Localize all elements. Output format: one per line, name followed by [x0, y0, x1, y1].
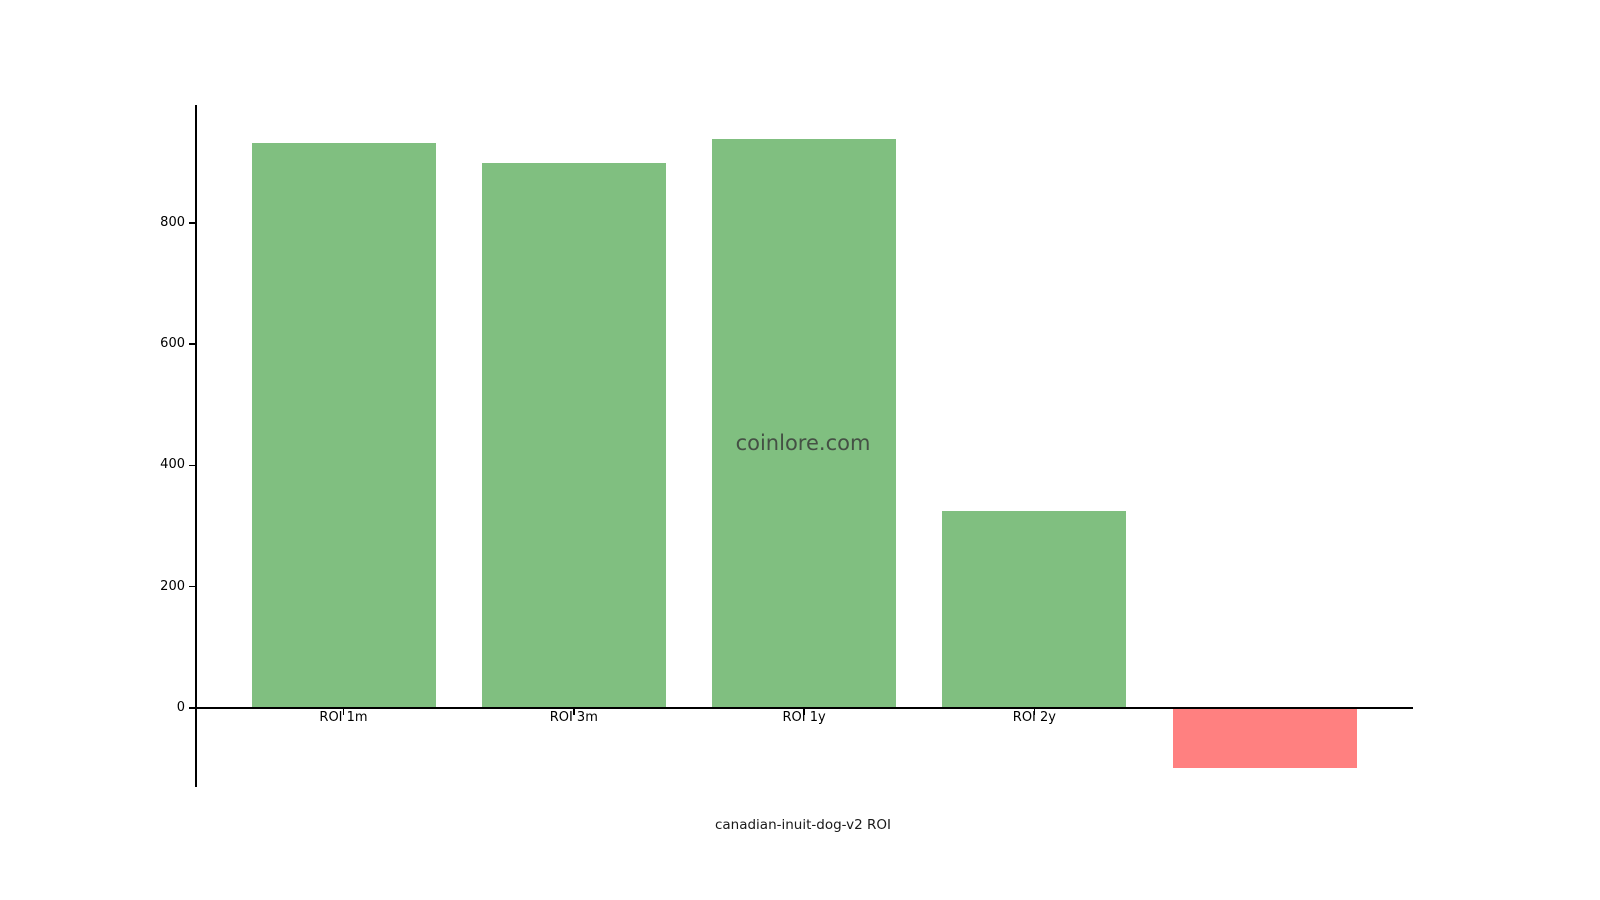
y-tick-label: 800 — [160, 214, 185, 230]
x-tick-label: ROI 1y — [782, 710, 826, 725]
y-tick-label: 400 — [160, 457, 185, 473]
x-tick-label: ROI 2y — [1012, 710, 1056, 725]
y-axis-line — [195, 105, 197, 787]
bar-roi-1m — [251, 142, 436, 708]
y-tick-mark — [189, 222, 196, 224]
x-tick-mark — [803, 708, 805, 715]
x-tick-label: ROI 3m — [549, 710, 598, 725]
chart-title: canadian-inuit-dog-v2 ROI — [714, 817, 892, 833]
watermark-text: coinlore.com — [735, 431, 871, 455]
y-tick-mark — [189, 707, 196, 709]
bar-negative — [1172, 709, 1357, 769]
y-tick-mark — [189, 585, 196, 588]
x-tick-mark — [1033, 708, 1036, 715]
x-tick-mark — [342, 708, 345, 715]
y-tick-label: 0 — [176, 700, 185, 715]
x-tick-label: ROI 1m — [319, 710, 368, 725]
y-tick-mark — [189, 464, 196, 467]
y-tick-label: 200 — [160, 578, 185, 594]
x-tick-mark — [573, 708, 575, 715]
bar-roi-3m — [481, 162, 666, 708]
bar-roi-2y — [942, 511, 1127, 708]
bar-roi-1y — [712, 139, 897, 708]
y-tick-mark — [189, 343, 196, 345]
y-tick-label: 600 — [160, 336, 185, 352]
